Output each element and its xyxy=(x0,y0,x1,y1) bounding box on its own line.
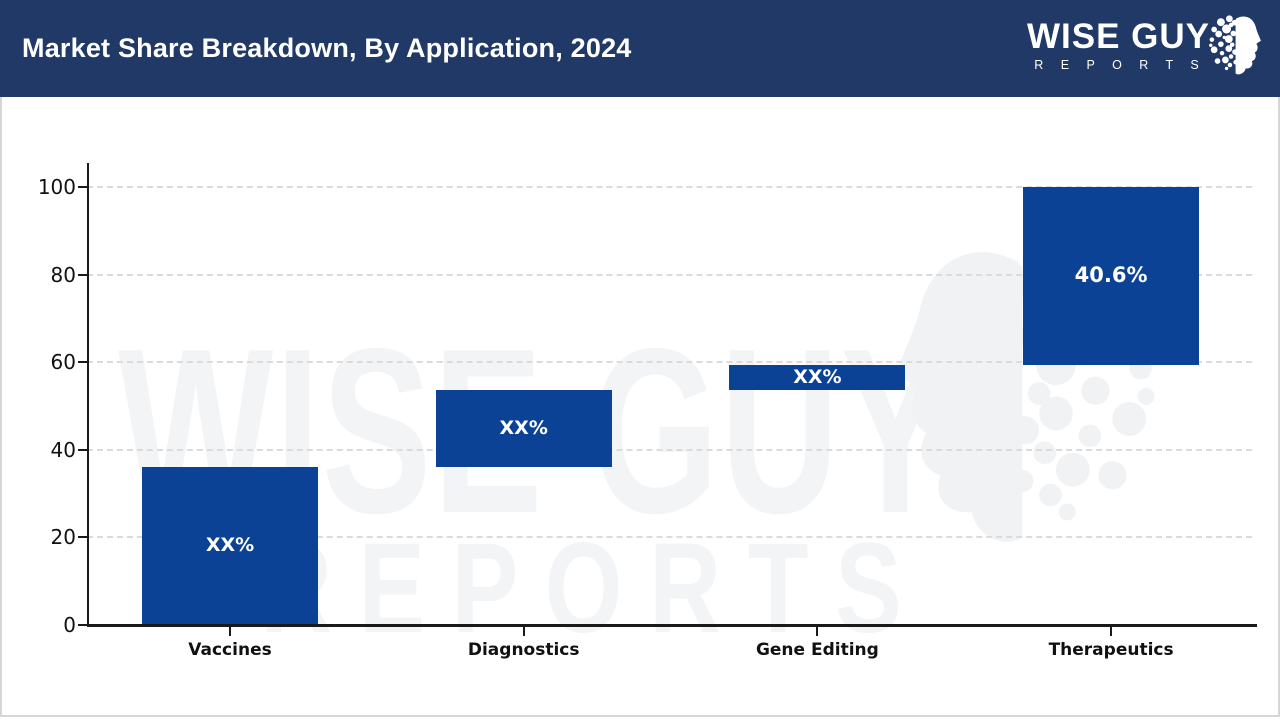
y-tick-mark-0 xyxy=(78,624,87,626)
x-tick-label-gene-editing: Gene Editing xyxy=(755,640,879,660)
gridline-100 xyxy=(87,186,1252,188)
y-tick-mark-80 xyxy=(78,273,87,276)
watermark-reports: REPORTS xyxy=(260,517,929,660)
y-tick-label-0: 0 xyxy=(63,613,76,637)
x-tick-mark-gene-editing xyxy=(816,627,819,636)
bar-gene-editing: XX% xyxy=(729,364,906,391)
x-axis-line xyxy=(87,624,1257,627)
logo-face-icon xyxy=(1209,15,1261,75)
x-tick-mark-vaccines xyxy=(229,627,231,636)
x-tick-label-therapeutics: Therapeutics xyxy=(1048,640,1174,660)
page-title: Market Share Breakdown, By Application, … xyxy=(22,33,632,63)
x-tick-mark-therapeutics xyxy=(1110,627,1113,636)
gridline-60 xyxy=(87,361,1252,364)
logo-line-wise-guy: WISE GUY xyxy=(1026,16,1210,56)
y-tick-mark-100 xyxy=(78,186,87,188)
y-tick-label-80: 80 xyxy=(50,262,76,287)
gridline-80 xyxy=(87,273,1252,276)
y-tick-label-40: 40 xyxy=(50,437,76,462)
bar-value-label-diagnostics: XX% xyxy=(499,417,548,440)
y-tick-label-20: 20 xyxy=(50,525,76,550)
bar-value-label-vaccines: XX% xyxy=(205,534,255,557)
x-tick-label-vaccines: Vaccines xyxy=(188,640,272,660)
y-tick-mark-40 xyxy=(78,448,87,451)
y-tick-label-100: 100 xyxy=(37,175,76,199)
bar-therapeutics: 40.6% xyxy=(1023,187,1200,365)
y-axis-spine xyxy=(87,163,89,627)
wiseguy-logo: WISE GUY R E P O R T S xyxy=(1027,8,1266,82)
y-tick-mark-20 xyxy=(78,536,87,539)
header-bar: Market Share Breakdown, By Application, … xyxy=(0,0,1280,97)
bar-vaccines: XX% xyxy=(142,466,318,625)
bar-diagnostics: XX% xyxy=(435,390,612,467)
logo-line-reports: R E P O R T S xyxy=(1034,57,1206,72)
logo-wordmark: WISE GUY R E P O R T S xyxy=(1027,19,1210,72)
x-tick-mark-diagnostics xyxy=(522,627,525,636)
bar-value-label-therapeutics: 40.6% xyxy=(1074,263,1148,288)
gridline-20 xyxy=(87,536,1252,539)
bar-value-label-gene-editing: XX% xyxy=(793,366,842,388)
y-tick-mark-60 xyxy=(78,361,87,364)
gridline-40 xyxy=(87,448,1252,451)
y-tick-label-60: 60 xyxy=(50,350,76,375)
x-tick-label-diagnostics: Diagnostics xyxy=(467,640,580,660)
